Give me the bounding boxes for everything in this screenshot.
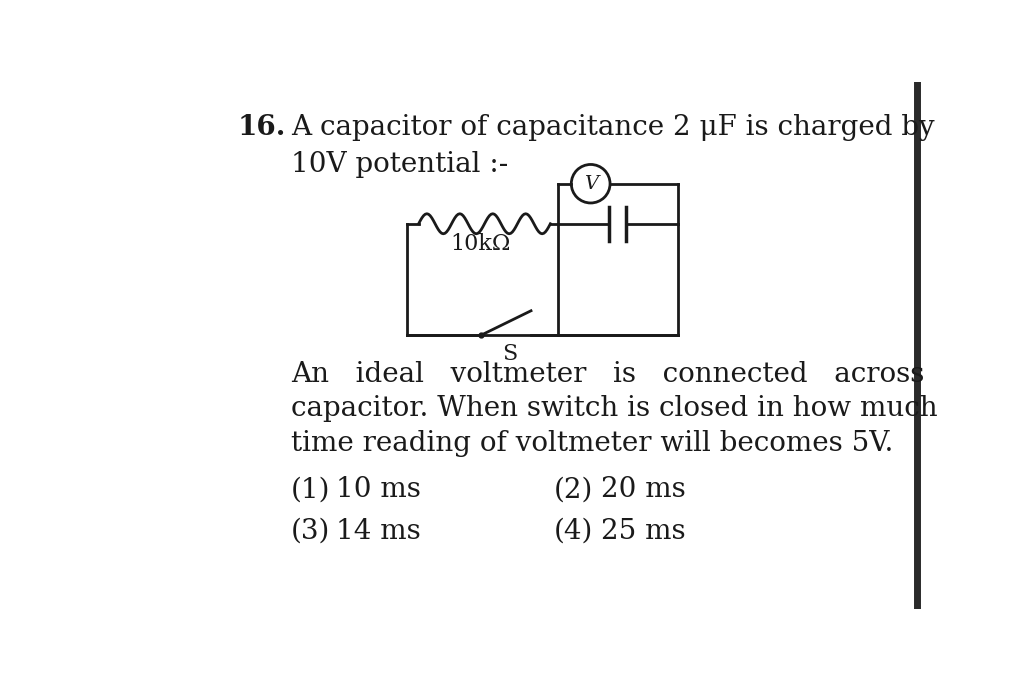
Text: (2): (2)	[554, 476, 594, 503]
Text: 10 ms: 10 ms	[336, 476, 421, 503]
Text: (4): (4)	[554, 518, 594, 545]
Text: time reading of voltmeter will becomes 5V.: time reading of voltmeter will becomes 5…	[291, 430, 893, 457]
Text: V: V	[584, 174, 598, 193]
Text: 16.: 16.	[238, 114, 287, 142]
Text: 14 ms: 14 ms	[336, 518, 421, 545]
Text: 25 ms: 25 ms	[601, 518, 685, 545]
Text: A capacitor of capacitance 2 μF is charged by: A capacitor of capacitance 2 μF is charg…	[291, 114, 934, 142]
Text: capacitor. When switch is closed in how much: capacitor. When switch is closed in how …	[291, 395, 937, 423]
Text: S: S	[502, 343, 517, 365]
Text: 10V potential :-: 10V potential :-	[291, 150, 508, 178]
Text: 10kΩ: 10kΩ	[451, 233, 511, 255]
Text: (3): (3)	[291, 518, 330, 545]
Text: 20 ms: 20 ms	[601, 476, 685, 503]
Text: (1): (1)	[291, 476, 331, 503]
Text: An   ideal   voltmeter   is   connected   across: An ideal voltmeter is connected across	[291, 361, 924, 388]
